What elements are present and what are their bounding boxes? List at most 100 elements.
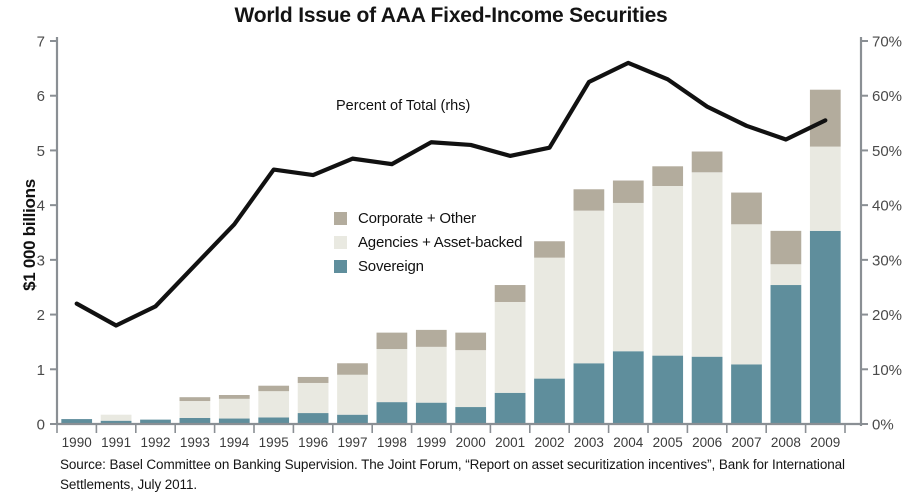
chart-legend: Corporate + Other Agencies + Asset-backe… <box>334 206 522 278</box>
x-tick-label: 2001 <box>495 435 525 450</box>
x-tick-label: 1993 <box>180 435 210 450</box>
x-tick-label: 2008 <box>771 435 801 450</box>
bar-segment <box>770 285 802 424</box>
bar-segment <box>612 202 644 352</box>
bar-segment <box>455 407 487 424</box>
y2-tick-label: 60% <box>872 88 902 105</box>
legend-swatch-corporate-other <box>334 211 347 225</box>
bar-segment <box>612 180 644 203</box>
bar-segment <box>297 413 329 424</box>
bar-segment <box>652 166 684 186</box>
y-tick-label: 4 <box>37 198 45 215</box>
x-tick-label: 2006 <box>692 435 722 450</box>
x-tick-label: 1990 <box>62 435 92 450</box>
x-tick-label: 1998 <box>377 435 407 450</box>
bar-segment <box>415 402 447 424</box>
y-tick-label: 0 <box>37 417 45 434</box>
bar-segment <box>731 364 762 424</box>
y2-tick-label: 10% <box>872 362 902 379</box>
y2-tick-label: 20% <box>872 307 902 324</box>
x-tick-label: 2005 <box>653 435 683 450</box>
bar-segment <box>534 257 565 379</box>
bar-segment <box>376 402 408 424</box>
y2-tick-label: 40% <box>872 198 902 215</box>
bar-segment <box>100 414 132 421</box>
x-tick-label: 2009 <box>810 435 840 450</box>
bar-segment <box>494 301 526 393</box>
source-note: Source: Basel Committee on Banking Super… <box>60 457 845 492</box>
y-tick-label: 1 <box>37 362 45 379</box>
legend-swatch-agencies-asset-backed <box>334 235 347 249</box>
bar-segment <box>337 363 368 375</box>
chart-title: World Issue of AAA Fixed-Income Securiti… <box>234 4 668 27</box>
bar-segment <box>809 230 841 424</box>
bar-segment <box>534 241 565 258</box>
bar-segment <box>218 395 250 399</box>
bar-segment <box>573 363 605 424</box>
bar-segment <box>494 285 526 302</box>
y2-tick-label: 30% <box>872 252 902 269</box>
bar-segment <box>415 346 447 403</box>
x-tick-label: 1994 <box>219 435 250 450</box>
bar-segment <box>337 374 368 415</box>
bar-segment <box>691 172 723 357</box>
bar-segment <box>100 420 132 424</box>
bar-segment <box>731 192 762 225</box>
x-tick-label: 1999 <box>416 435 446 450</box>
bar-segment <box>809 89 841 147</box>
bar-segment <box>652 185 684 356</box>
legend-item-agencies-asset-backed[interactable]: Agencies + Asset-backed <box>334 230 522 254</box>
bar-segment <box>494 392 526 424</box>
bar-segment <box>337 414 368 424</box>
bar-segment <box>179 397 211 402</box>
legend-swatch-sovereign <box>334 259 347 273</box>
legend-item-corporate-other[interactable]: Corporate + Other <box>334 206 522 230</box>
legend-label-sovereign: Sovereign <box>358 257 424 275</box>
bar-segment <box>415 329 447 347</box>
bar-segment <box>770 230 802 265</box>
y-tick-label: 3 <box>37 252 45 269</box>
bar-segment <box>455 350 487 408</box>
bar-segment <box>179 401 211 418</box>
x-tick-label: 2004 <box>613 435 644 450</box>
x-tick-label: 1991 <box>101 435 131 450</box>
bar-segment <box>731 224 762 365</box>
x-tick-label: 1992 <box>140 435 170 450</box>
bar-segment <box>612 351 644 424</box>
bar-segment <box>258 417 290 424</box>
x-tick-label: 1995 <box>259 435 289 450</box>
y-tick-label: 2 <box>37 307 45 324</box>
x-tick-label: 2000 <box>456 435 486 450</box>
bar-segment <box>179 417 211 424</box>
legend-label-agencies-asset-backed: Agencies + Asset-backed <box>358 233 523 251</box>
x-tick-label: 1997 <box>337 435 367 450</box>
bar-segment <box>376 332 408 350</box>
y-tick-label: 6 <box>37 88 45 105</box>
line-series-annotation: Percent of Total (rhs) <box>336 98 471 114</box>
y2-tick-label: 0% <box>872 417 894 434</box>
bar-segment <box>297 376 329 383</box>
bar-segment <box>61 419 93 424</box>
bar-segment <box>691 356 723 424</box>
percent-of-total-line <box>74 60 828 328</box>
y-tick-label: 7 <box>37 34 45 51</box>
bar-segment <box>691 151 723 173</box>
bar-segment <box>258 385 290 392</box>
x-tick-label: 1996 <box>298 435 328 450</box>
legend-label-corporate-other: Corporate + Other <box>358 209 476 227</box>
legend-item-sovereign[interactable]: Sovereign <box>334 254 522 278</box>
bar-segment <box>809 146 841 231</box>
y-tick-label: 5 <box>37 143 45 160</box>
bar-segment <box>573 210 605 364</box>
bar-segment <box>376 349 408 403</box>
y2-tick-label: 70% <box>872 34 902 51</box>
bar-segment <box>140 419 171 424</box>
bar-segment <box>218 418 250 424</box>
x-tick-label: 2007 <box>731 435 761 450</box>
bar-segment <box>297 382 329 414</box>
bar-segment <box>218 398 250 419</box>
x-tick-label: 2003 <box>574 435 604 450</box>
bar-segment <box>258 391 290 418</box>
bar-segment <box>652 355 684 424</box>
